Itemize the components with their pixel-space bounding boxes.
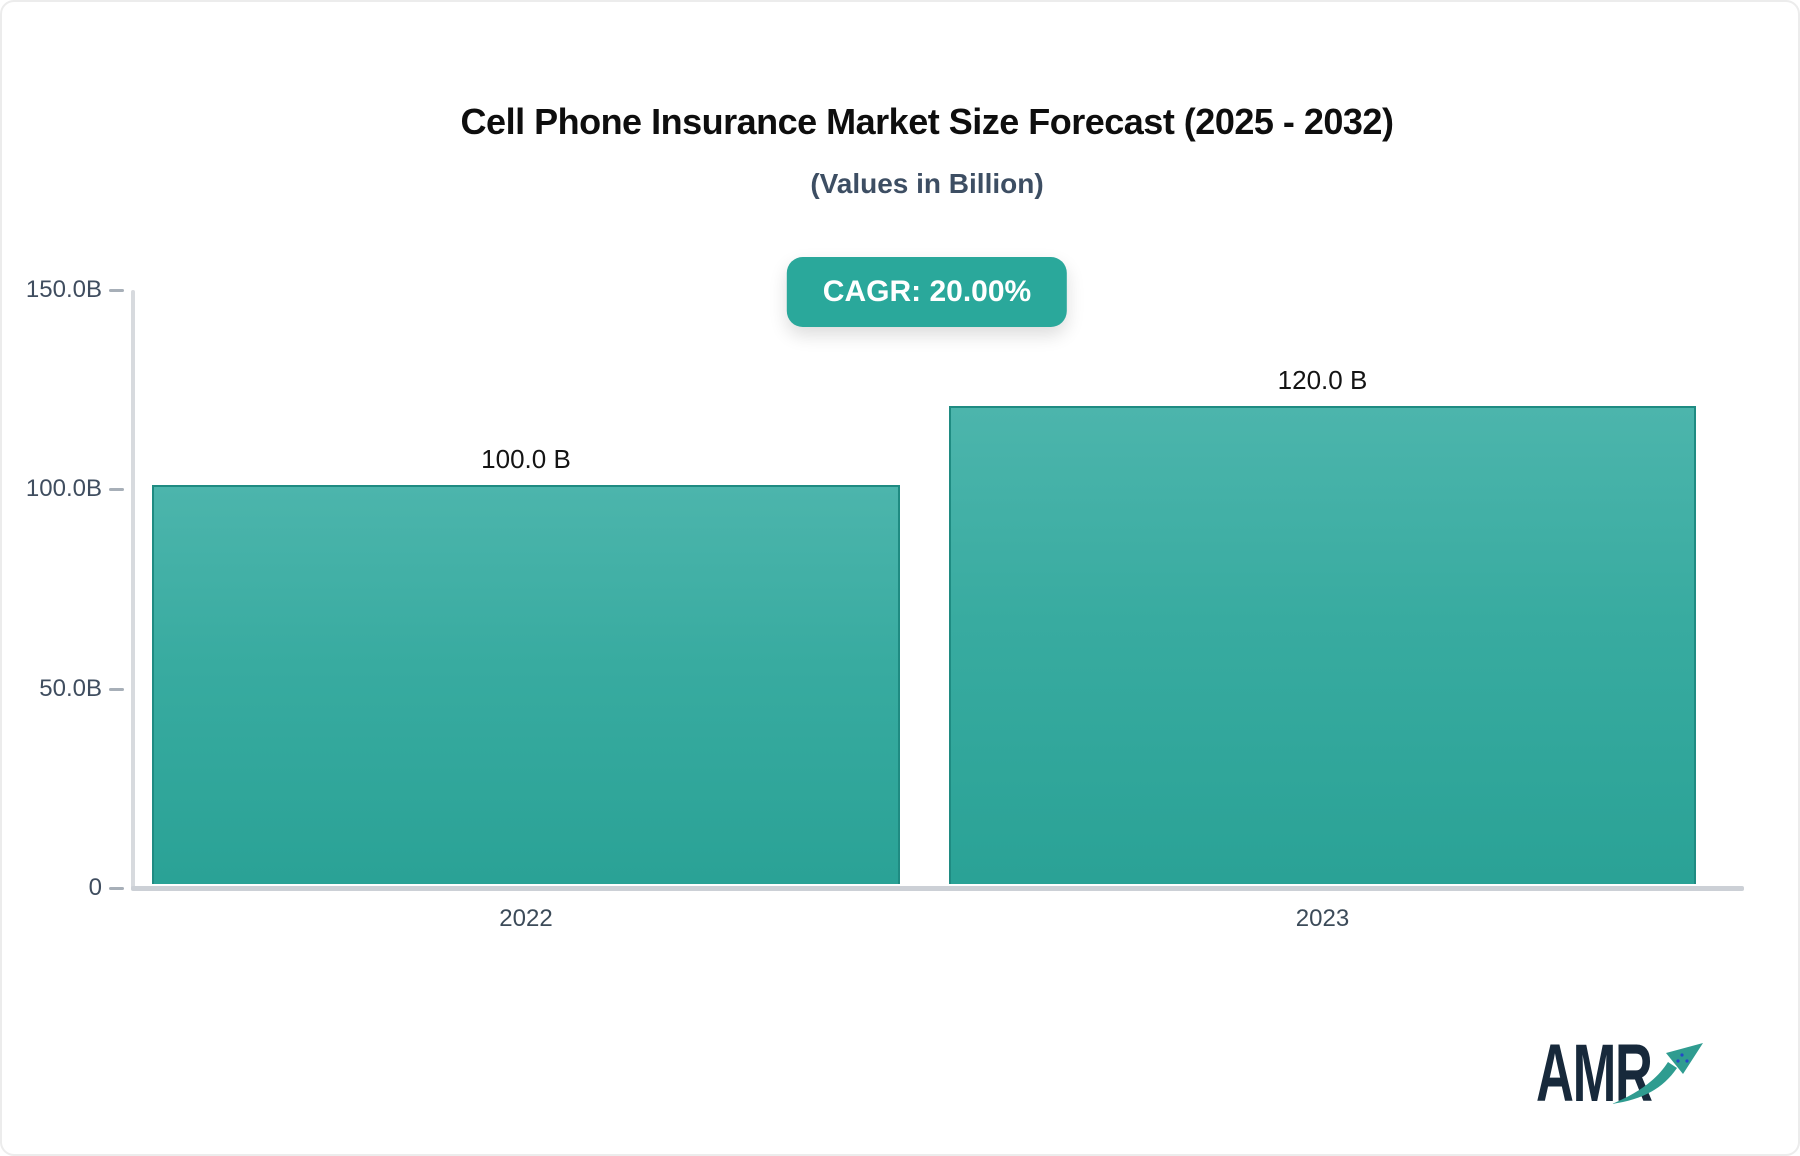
amr-logo: AMR — [1536, 1028, 1717, 1119]
y-tick-mark — [109, 488, 124, 492]
x-tick-label-2022: 2022 — [499, 905, 553, 932]
y-tick-mark — [109, 289, 124, 292]
y-tick-label-100.0B: 100.0B — [25, 475, 102, 503]
x-tick-label-2023: 2023 — [1295, 905, 1350, 932]
bar-value-label-2022: 100.0 B — [481, 444, 571, 474]
y-tick-label-0: 0 — [88, 874, 102, 901]
y-tick-mark — [109, 687, 124, 691]
bar-value-label-2023: 120.0 B — [1277, 365, 1368, 395]
bar-2023 — [949, 406, 1696, 884]
y-axis-line — [131, 290, 135, 889]
growth-arrow-icon — [1612, 1043, 1703, 1104]
amr-logo-text: AMR — [1536, 1028, 1653, 1119]
y-tick-label-50.0B: 50.0B — [39, 674, 102, 702]
y-tick-mark — [109, 887, 124, 890]
bar-2022 — [152, 485, 900, 884]
y-tick-label-150.0B: 150.0B — [25, 276, 102, 303]
cagr-badge: CAGR: 20.00% — [786, 257, 1068, 327]
chart-title: Cell Phone Insurance Market Size Forecas… — [460, 101, 1394, 142]
chart-subtitle: (Values in Billion) — [810, 168, 1044, 199]
x-axis-baseline — [131, 886, 1744, 891]
